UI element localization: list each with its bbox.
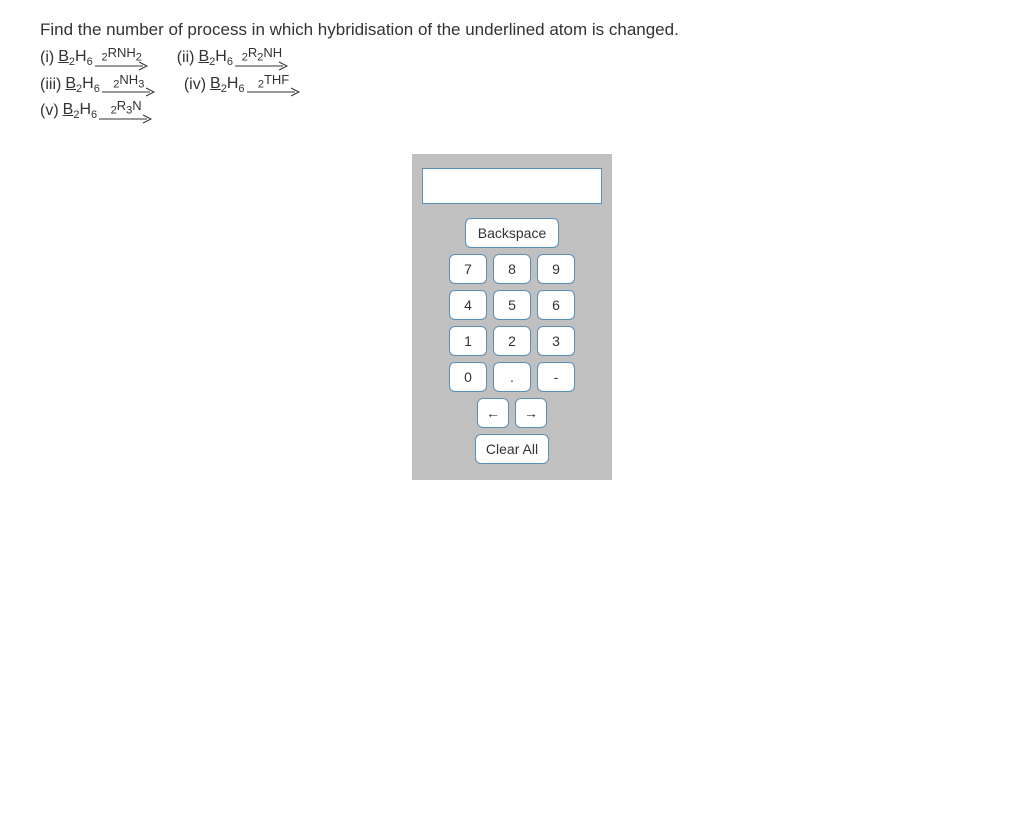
keypad-key-7[interactable]: 7 <box>449 254 487 284</box>
arrow-icon <box>99 114 153 124</box>
options-row: (v)B2H62R3N <box>40 99 984 124</box>
answer-input[interactable] <box>422 168 602 204</box>
option-label: (v) <box>40 102 59 120</box>
keypad-digit-rows: 789 456 123 0.- <box>422 254 602 392</box>
option: (iii)B2H62NH3 <box>40 73 156 98</box>
keypad-key-1[interactable]: 1 <box>449 326 487 356</box>
cursor-right-button[interactable]: → <box>515 398 547 428</box>
option-formula: B2H6 <box>198 48 232 68</box>
reaction-arrow: 2THF <box>247 73 301 98</box>
option: (i) B2H62RNH2 <box>40 46 149 71</box>
option: (iv)B2H62THF <box>184 73 301 98</box>
keypad-row: 123 <box>422 326 602 356</box>
keypad-key-2[interactable]: 2 <box>493 326 531 356</box>
keypad-row: 0.- <box>422 362 602 392</box>
keypad-key-dot[interactable]: . <box>493 362 531 392</box>
keypad-key-5[interactable]: 5 <box>493 290 531 320</box>
arrow-icon <box>235 61 289 71</box>
keypad-key-0[interactable]: 0 <box>449 362 487 392</box>
question-text: Find the number of process in which hybr… <box>40 20 984 40</box>
keypad-key-9[interactable]: 9 <box>537 254 575 284</box>
option: (ii)B2H62R2NH <box>177 46 289 71</box>
options-row: (iii)B2H62NH3 (iv)B2H62THF <box>40 73 984 98</box>
option-formula: B2H6 <box>58 48 92 68</box>
keypad-key-minus[interactable]: - <box>537 362 575 392</box>
keypad-key-6[interactable]: 6 <box>537 290 575 320</box>
option-label: (i) <box>40 49 54 67</box>
options-container: (i)B2H62RNH2 (ii)B2H62R2NH (iii)B2H62NH3… <box>40 46 984 124</box>
arrow-icon <box>102 87 156 97</box>
cursor-left-button[interactable]: ← <box>477 398 509 428</box>
reaction-arrow: 2R3N <box>99 99 153 124</box>
option-label: (iii) <box>40 76 61 94</box>
reaction-arrow: 2R2NH <box>235 46 289 71</box>
reaction-arrow: 2NH3 <box>102 73 156 98</box>
option: (v)B2H62R3N <box>40 99 153 124</box>
numeric-keypad: Backspace 789 456 123 0.- ← → Clear All <box>412 154 612 480</box>
arrow-icon <box>95 61 149 71</box>
clear-all-button[interactable]: Clear All <box>475 434 549 464</box>
keypad-key-8[interactable]: 8 <box>493 254 531 284</box>
option-label: (iv) <box>184 76 206 94</box>
backspace-button[interactable]: Backspace <box>465 218 559 248</box>
options-row: (i)B2H62RNH2 (ii)B2H62R2NH <box>40 46 984 71</box>
arrow-icon <box>247 87 301 97</box>
keypad-row: 789 <box>422 254 602 284</box>
keypad-key-4[interactable]: 4 <box>449 290 487 320</box>
reaction-arrow: 2RNH2 <box>95 46 149 71</box>
option-label: (ii) <box>177 49 195 67</box>
option-formula: B2H6 <box>63 101 97 121</box>
keypad-row: 456 <box>422 290 602 320</box>
keypad-key-3[interactable]: 3 <box>537 326 575 356</box>
option-formula: B2H6 <box>65 75 99 95</box>
option-formula: B2H6 <box>210 75 244 95</box>
